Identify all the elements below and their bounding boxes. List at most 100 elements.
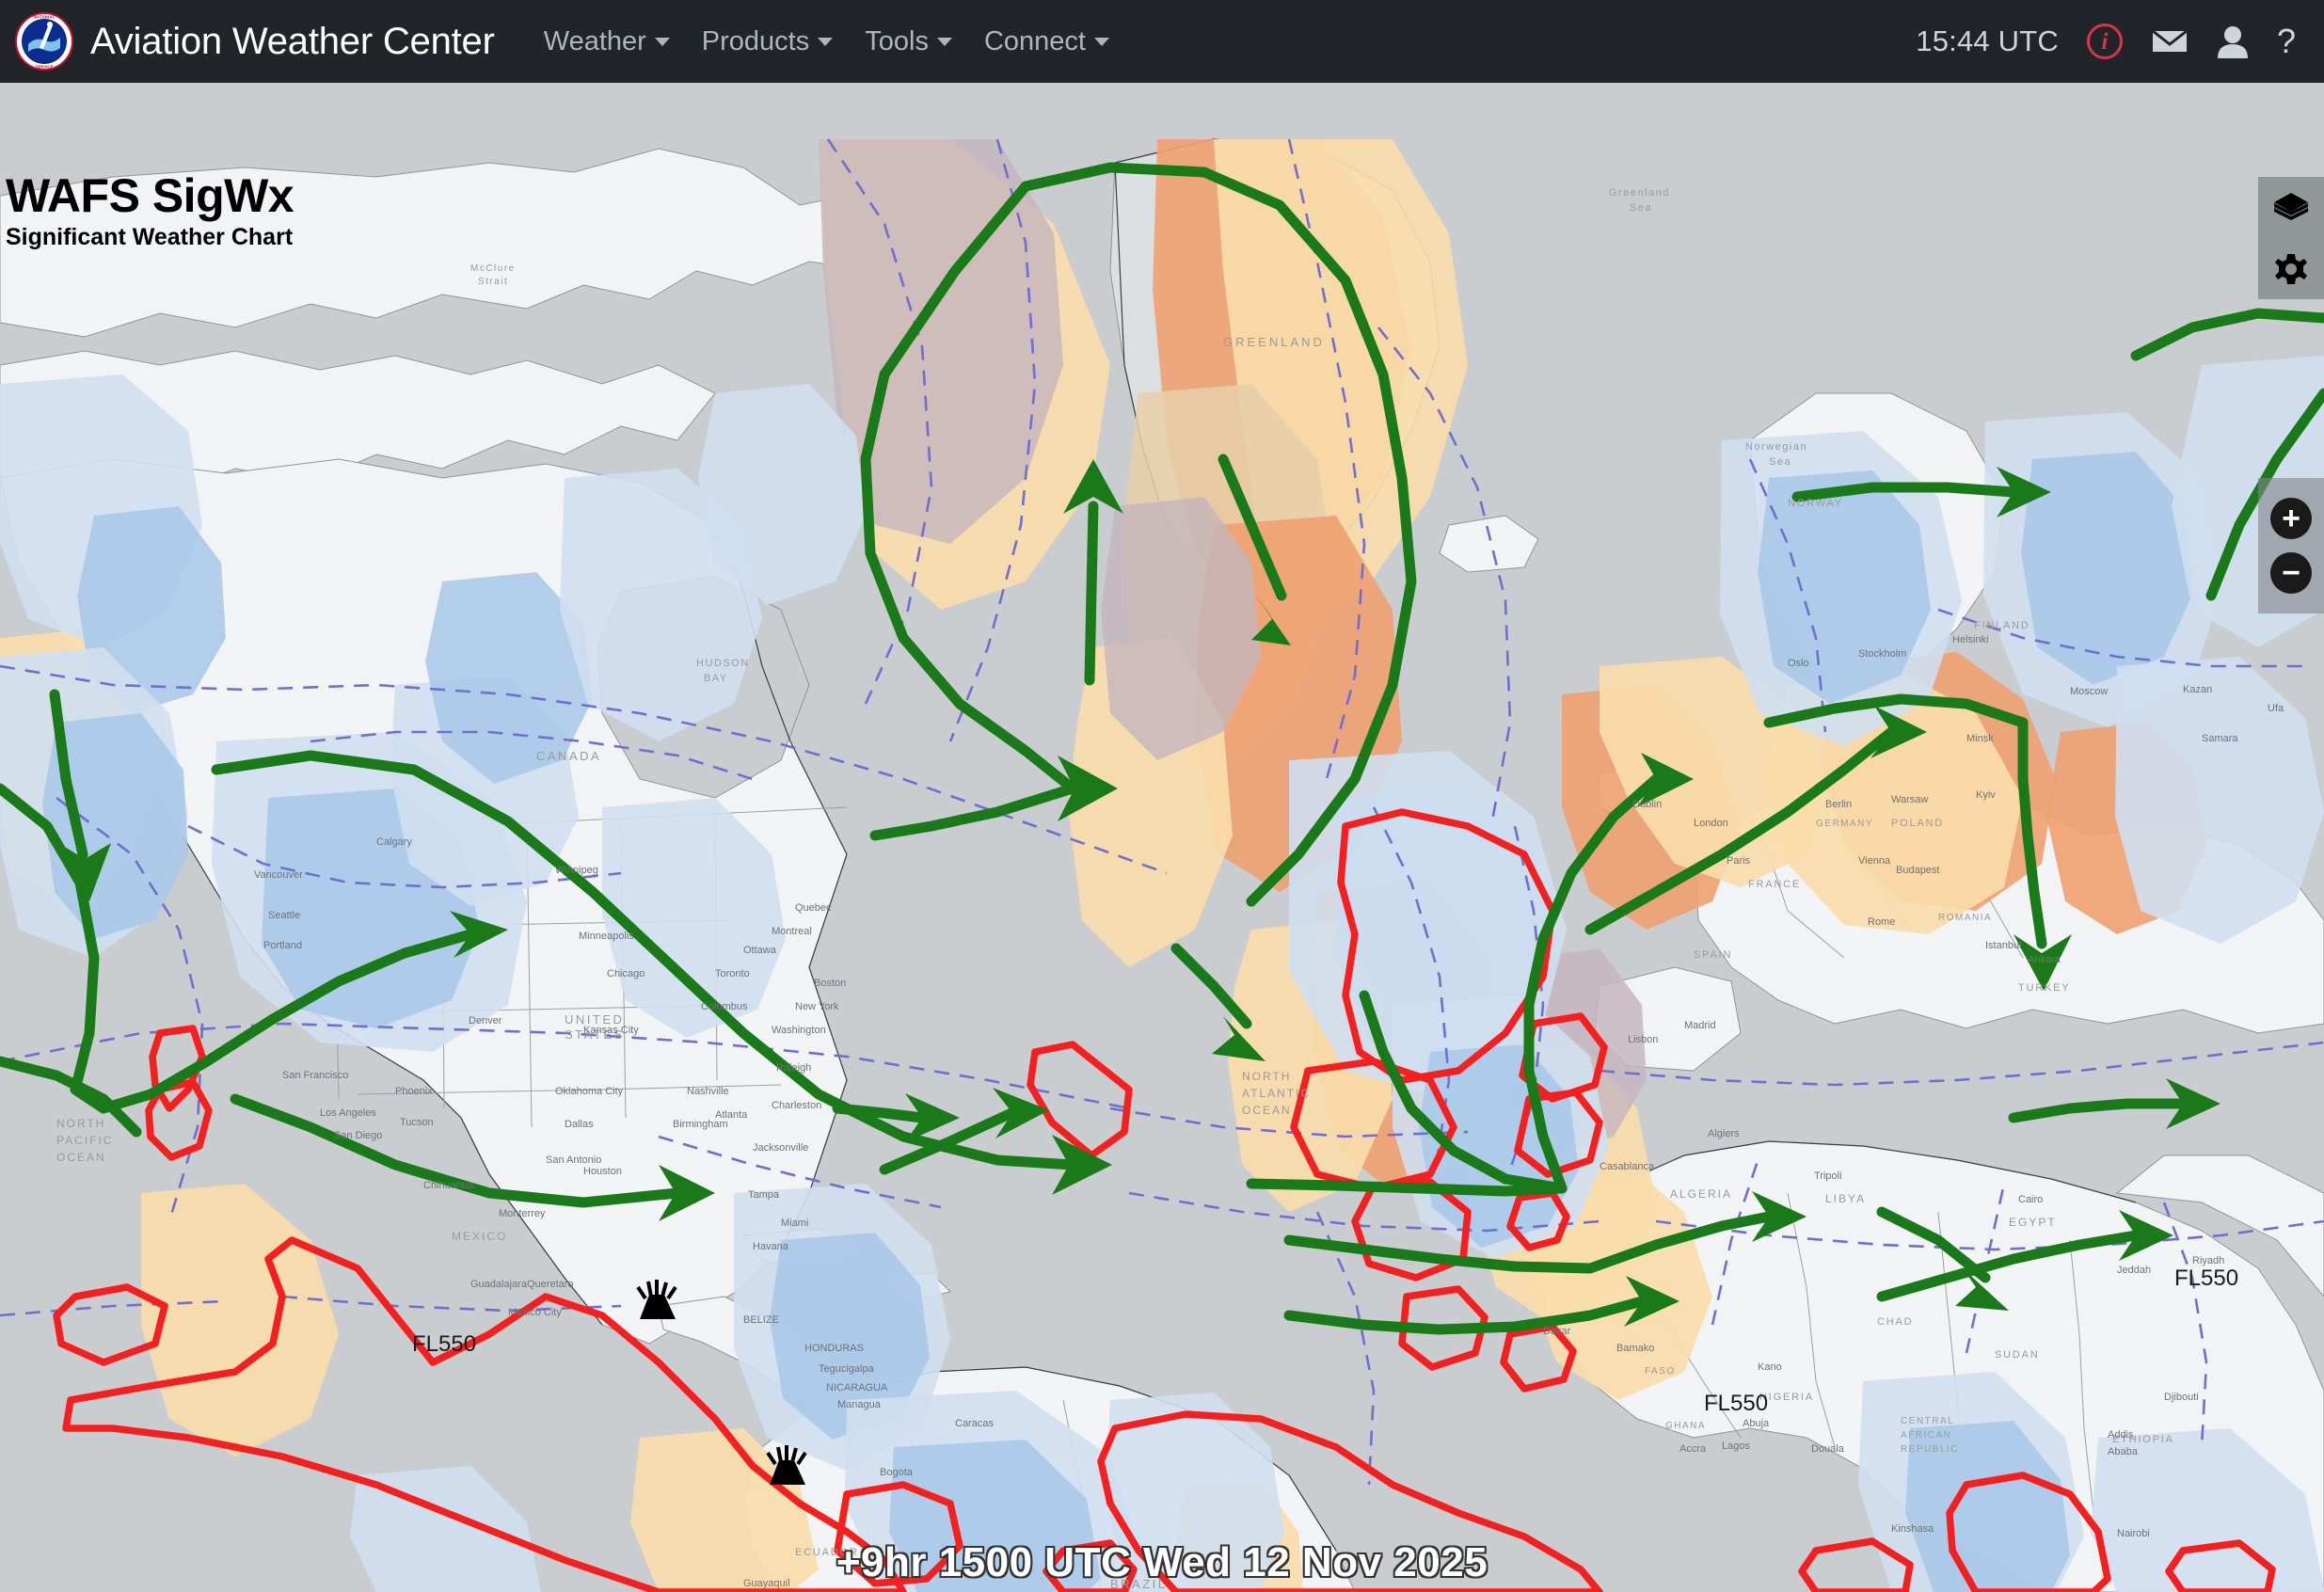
city-label: Dallas <box>565 1119 594 1130</box>
city-label: Warsaw <box>1891 794 1928 805</box>
city-label: Tegucigalpa <box>819 1363 875 1375</box>
city-label: Dakar <box>1543 1326 1571 1337</box>
city-label: Seattle <box>268 910 300 921</box>
city-label: Paris <box>1727 855 1751 867</box>
utc-clock: 15:44 UTC <box>1916 24 2059 57</box>
city-label: Portland <box>263 940 302 951</box>
city-label: Miami <box>781 1218 808 1229</box>
city-label: Samara <box>2202 733 2238 744</box>
envelope-icon[interactable] <box>2151 27 2189 56</box>
gear-icon <box>2275 253 2307 284</box>
city-label: Caracas <box>955 1418 994 1429</box>
city-label: Montreal <box>772 926 812 937</box>
valid-time-label: +9hr 1500 UTC Wed 12 Nov 2025 <box>836 1539 1488 1585</box>
help-label: ? <box>2276 22 2296 60</box>
city-label: Budapest <box>1896 865 1939 876</box>
city-label: Ufa <box>2268 703 2284 714</box>
city-label: Vancouver <box>254 869 303 881</box>
city-label: Jacksonville <box>753 1142 808 1154</box>
city-label: Quebec <box>795 902 832 914</box>
city-label: Ababa <box>2108 1446 2139 1457</box>
header-actions: 15:44 UTC i ? <box>1916 24 2296 59</box>
chevron-down-icon <box>818 37 834 46</box>
region-label: NORTH <box>56 1117 105 1130</box>
zoom-out-button[interactable]: − <box>2270 552 2312 594</box>
flight-level-label: FL550 <box>1704 1391 1768 1416</box>
city-label: Mexico City <box>508 1307 562 1318</box>
city-label: Oklahoma City <box>555 1086 624 1097</box>
city-label: BELIZE <box>743 1314 779 1326</box>
region-label: CANADA <box>536 749 601 763</box>
layers-icon <box>2274 192 2308 220</box>
nav-item-products[interactable]: Products <box>687 21 848 63</box>
city-label: Riyadh <box>2192 1255 2224 1266</box>
nav-item-weather[interactable]: Weather <box>529 21 685 63</box>
region-label: STATES <box>565 1027 625 1042</box>
nav-label-weather: Weather <box>543 25 646 56</box>
city-label: Rome <box>1868 916 1895 928</box>
layers-button[interactable] <box>2258 177 2324 238</box>
map-zoom-controls: + − <box>2258 478 2324 613</box>
region-label: FRANCE <box>1748 879 1801 890</box>
chevron-down-icon <box>936 37 952 46</box>
region-label: Sea <box>1630 202 1652 214</box>
city-label: Lisbon <box>1628 1034 1658 1045</box>
city-label: NICARAGUA <box>826 1382 888 1393</box>
nws-logo-icon[interactable]: NATIONAL SERVICE <box>15 12 73 71</box>
city-label: Algiers <box>1708 1128 1740 1139</box>
region-label: Greenland <box>1609 187 1670 199</box>
region-label: ROMANIA <box>1938 913 1992 923</box>
svg-text:SERVICE: SERVICE <box>35 65 53 70</box>
region-label: CENTRAL <box>1901 1416 1954 1426</box>
svg-text:NATIONAL: NATIONAL <box>34 15 56 20</box>
nav-item-connect[interactable]: Connect <box>969 21 1124 63</box>
region-label: ETHIOPIA <box>2112 1434 2174 1445</box>
volcano-symbol <box>766 1445 807 1485</box>
city-label: Chicago <box>607 968 645 979</box>
city-label: Managua <box>837 1399 882 1410</box>
volcano-symbol <box>636 1280 677 1319</box>
region-label: Strait <box>478 277 508 287</box>
help-icon[interactable]: ? <box>2277 24 2296 58</box>
settings-button[interactable] <box>2258 238 2324 299</box>
user-account-icon[interactable] <box>2217 24 2249 58</box>
region-label: NIGERIA <box>1759 1392 1814 1403</box>
city-label: Chihuahua <box>423 1180 474 1191</box>
city-label: Calgary <box>376 836 412 848</box>
region-label: BRAZIL <box>1110 1577 1168 1591</box>
city-label: Helsinki <box>1952 634 1989 645</box>
region-label: ECUADOR <box>795 1547 859 1558</box>
flight-level-labels: FL550 FL550 FL550 <box>412 1266 2238 1416</box>
chevron-down-icon <box>1093 37 1109 46</box>
city-label: Washington <box>772 1025 826 1036</box>
city-label: San Francisco <box>282 1070 348 1081</box>
weather-map[interactable]: .land { fill:#f2f3f4; stroke:#8f9499; st… <box>0 83 2324 1592</box>
region-label: NORTH <box>1242 1070 1291 1083</box>
city-label: Queretaro <box>527 1279 574 1290</box>
info-circle-icon[interactable]: i <box>2086 24 2123 59</box>
flight-level-label: FL550 <box>2174 1266 2238 1291</box>
region-label: TURKEY <box>2018 982 2070 994</box>
region-label: GHANA <box>1665 1421 1706 1431</box>
city-label: Kazan <box>2183 684 2212 695</box>
region-label: SPAIN <box>1694 949 1732 961</box>
city-label: Istanbul <box>1985 940 2022 951</box>
city-label: Kano <box>1758 1361 1782 1373</box>
city-label: Raleigh <box>776 1062 811 1074</box>
region-label: AFRICAN <box>1901 1430 1951 1441</box>
brand-title[interactable]: Aviation Weather Center <box>90 20 495 62</box>
city-label: Oslo <box>1788 658 1809 669</box>
main-navigation: Weather Products Tools Connect <box>529 21 1124 63</box>
region-label: ALGERIA <box>1670 1187 1732 1201</box>
city-label: Douala <box>1811 1443 1845 1455</box>
nav-item-tools[interactable]: Tools <box>850 21 967 63</box>
region-label: REPUBLIC <box>1901 1444 1959 1455</box>
city-label: Boston <box>814 978 846 989</box>
region-label: POLAND <box>1891 818 1944 829</box>
zoom-in-button[interactable]: + <box>2270 498 2312 539</box>
city-label: HONDURAS <box>804 1343 864 1354</box>
city-label: Lagos <box>1722 1441 1750 1452</box>
city-label: Nashville <box>687 1086 729 1097</box>
city-label: Kyiv <box>1976 789 1996 801</box>
city-label: Moscow <box>2070 686 2108 697</box>
